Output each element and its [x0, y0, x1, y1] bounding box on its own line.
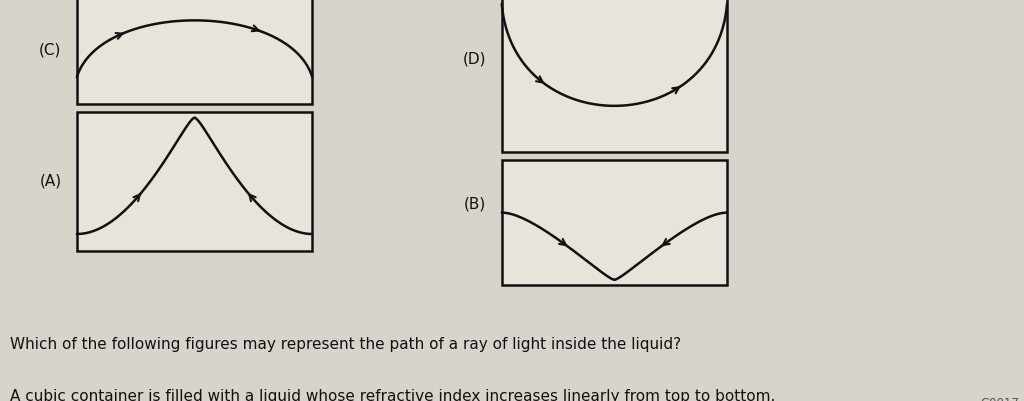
Text: Which of the following figures may represent the path of a ray of light inside t: Which of the following figures may repre… [10, 337, 681, 352]
Text: A cubic container is filled with a liquid whose refractive index increases linea: A cubic container is filled with a liqui… [10, 389, 775, 401]
Bar [77, 112, 312, 251]
Text: (C): (C) [39, 43, 61, 58]
Text: (D): (D) [463, 51, 486, 66]
Bar [502, 0, 727, 152]
Text: (B): (B) [464, 196, 486, 211]
Bar [502, 160, 727, 285]
Text: (A): (A) [39, 174, 61, 189]
Bar [77, 0, 312, 104]
Text: G0017: G0017 [980, 397, 1019, 401]
